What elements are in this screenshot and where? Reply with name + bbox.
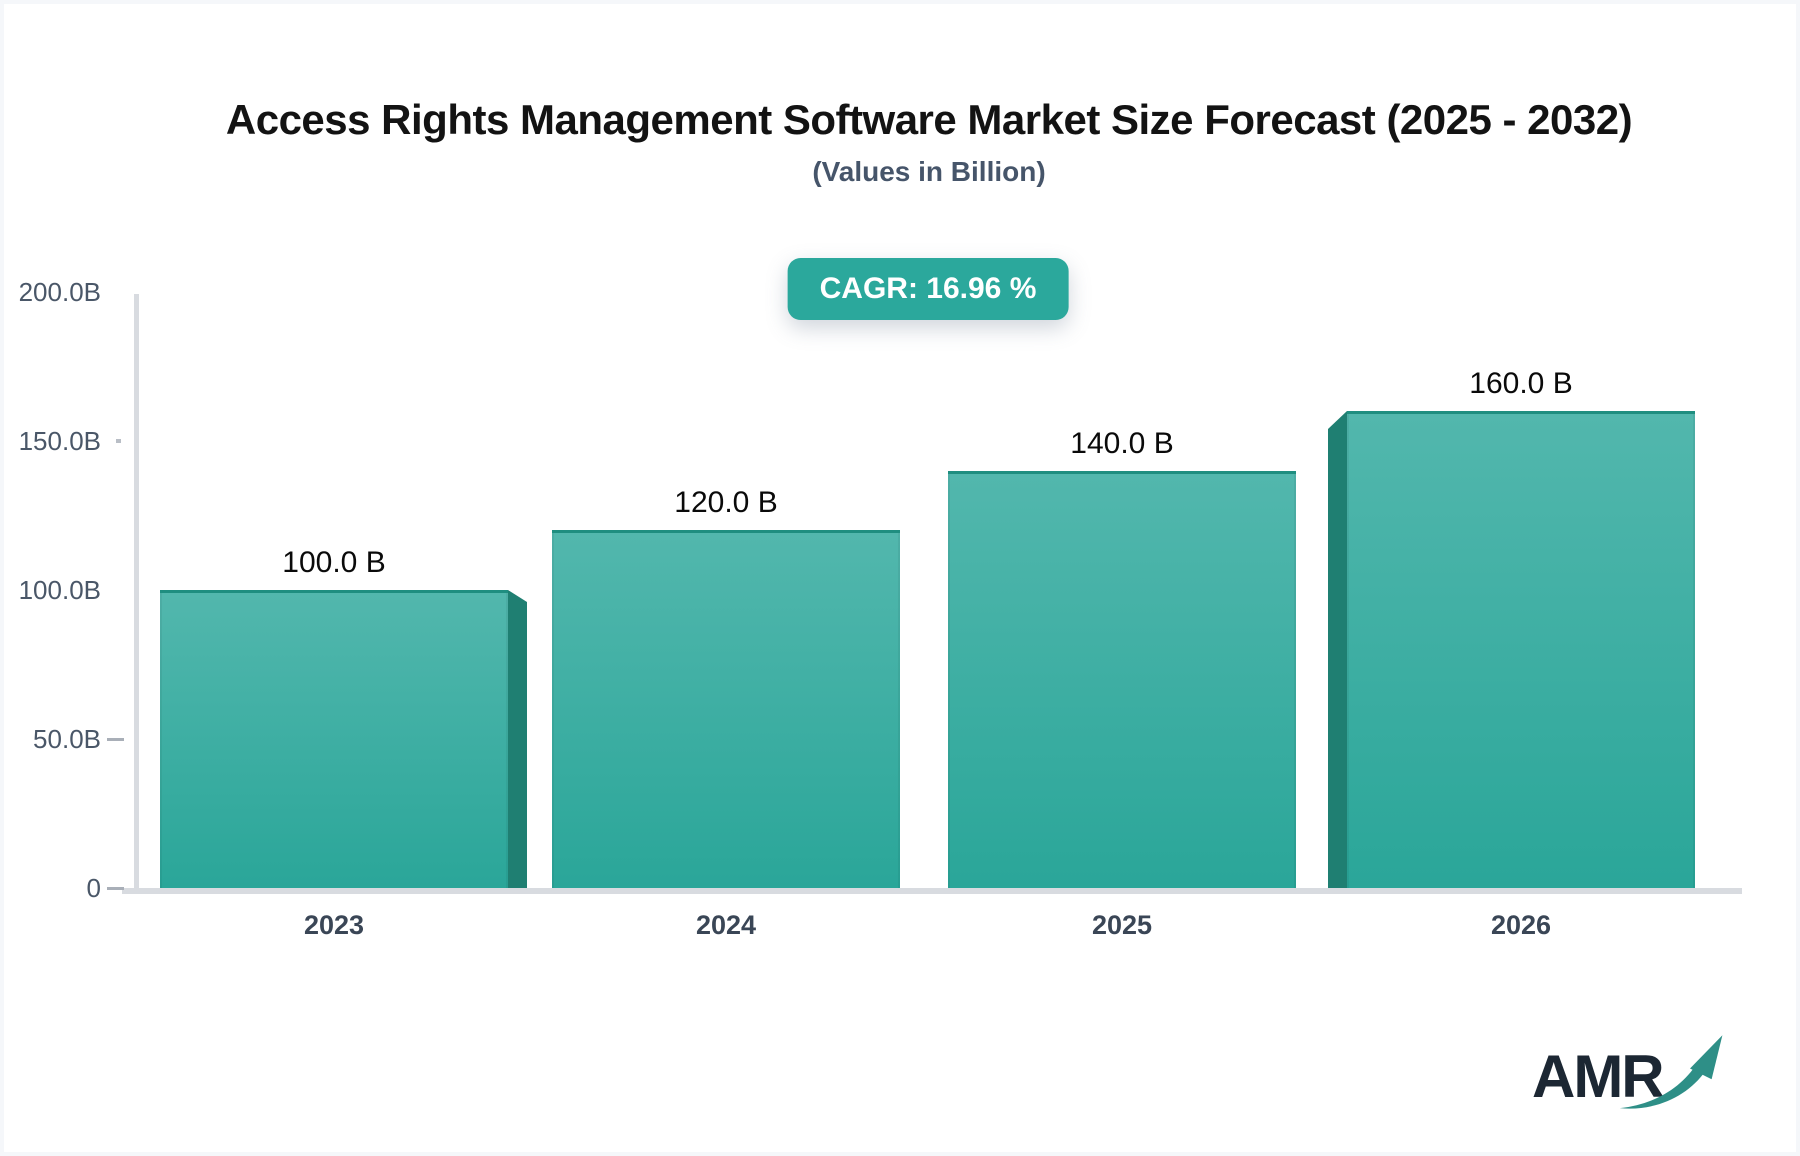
y-tick-mark <box>107 887 124 890</box>
y-tick-mark <box>116 439 121 443</box>
x-axis-label-2024: 2024 <box>695 910 757 940</box>
x-axis-label-2023: 2023 <box>303 910 365 940</box>
x-axis-line <box>122 888 1742 894</box>
chart-subtitle: (Values in Billion) <box>812 156 1046 187</box>
y-tick-label-200: 200.0B <box>18 277 101 307</box>
bar-value-label-2023: 100.0 B <box>282 546 386 579</box>
x-axis-label-2026: 2026 <box>1490 910 1552 940</box>
bar-2023-3d-side <box>508 590 527 888</box>
x-axis-label-2025: 2025 <box>1091 910 1153 940</box>
y-axis-line <box>134 294 139 890</box>
y-tick-label-0: 0 <box>86 873 101 903</box>
chart-title: Access Rights Management Software Market… <box>225 96 1633 143</box>
growth-arrow-icon <box>1619 1035 1723 1109</box>
plot-area: 200.0B 150.0B 100.0B 50.0B 0 100.0 B 2023 120.… <box>4 4 1796 1152</box>
bar-2026 <box>1347 411 1695 888</box>
bar-2023 <box>160 590 508 888</box>
bar-value-label-2026: 160.0 B <box>1469 367 1573 400</box>
y-tick-label-150: 150.0B <box>18 426 101 456</box>
bar-value-label-2025: 140.0 B <box>1070 427 1174 460</box>
bar-2024 <box>552 530 900 888</box>
cagr-badge: CAGR: 16.96 % <box>787 258 1069 320</box>
y-tick-label-50: 50.0B <box>33 724 101 754</box>
amr-logo: AMR <box>1532 1032 1723 1122</box>
bar-2026-3d-side <box>1328 411 1347 888</box>
bar-2025 <box>948 471 1296 888</box>
amr-logo-text: AMR <box>1532 1043 1665 1110</box>
y-tick-label-100: 100.0B <box>18 575 101 605</box>
cagr-badge-label: CAGR: 16.96 % <box>819 272 1037 305</box>
y-tick-mark <box>107 738 124 741</box>
bar-value-label-2024: 120.0 B <box>674 486 778 519</box>
